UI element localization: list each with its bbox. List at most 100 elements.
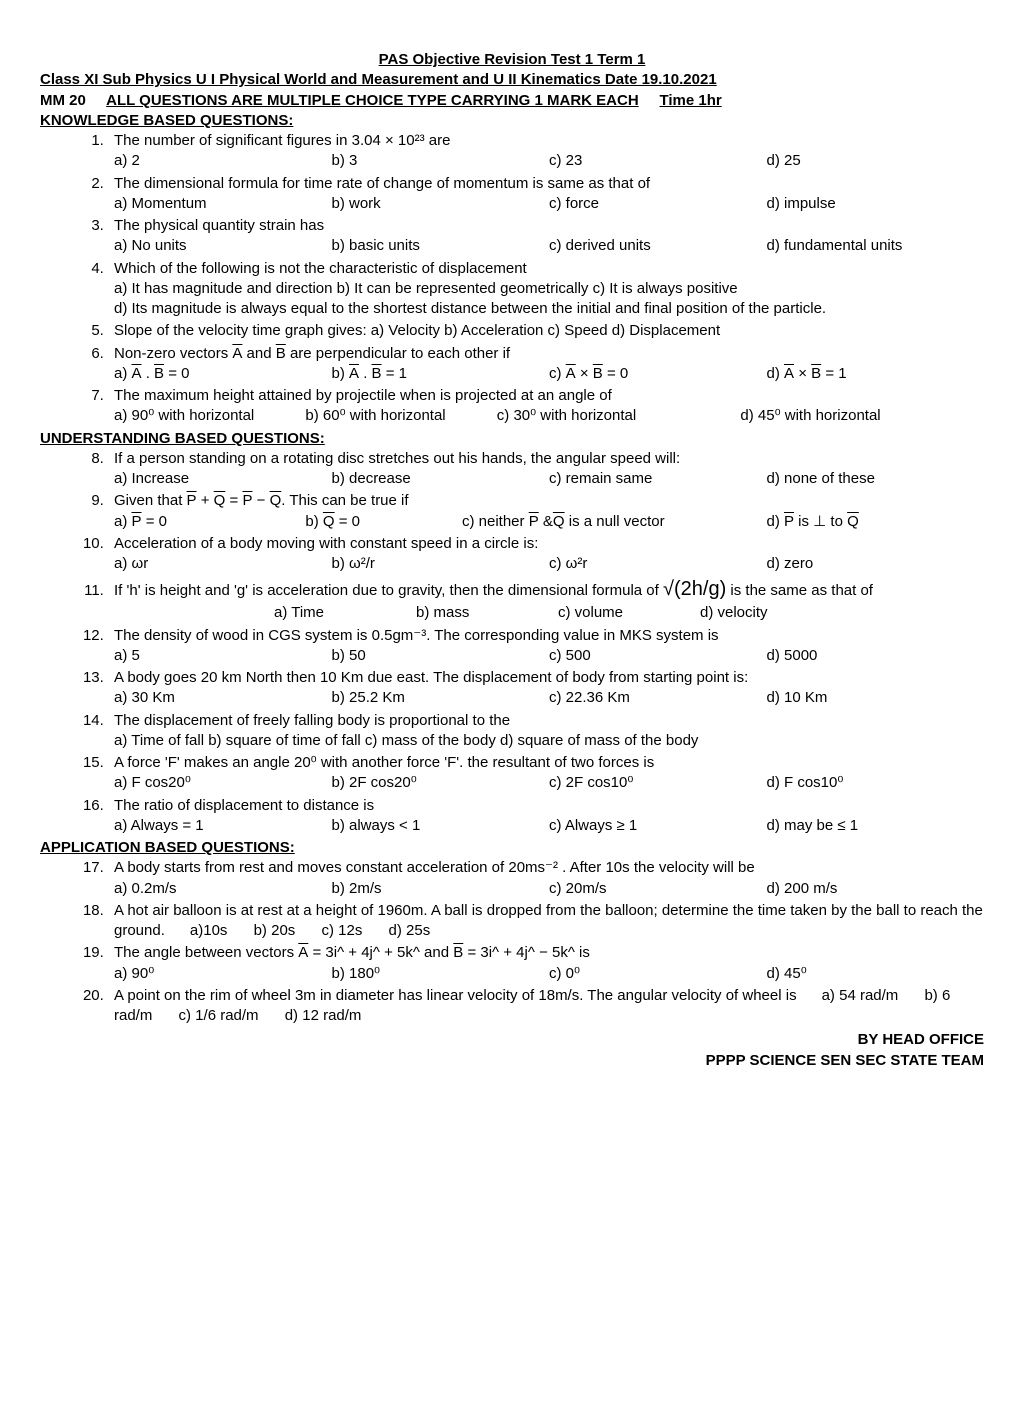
- q16-d: d) may be ≤ 1: [767, 816, 985, 836]
- q14-text: The displacement of freely falling body …: [114, 712, 510, 729]
- mm-time-line: MM 20 ALL QUESTIONS ARE MULTIPLE CHOICE …: [40, 91, 984, 111]
- q17-d: d) 200 m/s: [767, 879, 985, 899]
- q13-d: d) 10 Km: [767, 688, 985, 708]
- instruction-text: ALL QUESTIONS ARE MULTIPLE CHOICE TYPE C…: [106, 92, 639, 109]
- q1-a: a) 2: [114, 151, 332, 171]
- q20-c: c) 1/6 rad/m: [179, 1007, 259, 1024]
- q6-c: c) A × B = 0: [549, 364, 767, 384]
- q3: The physical quantity strain has a) No u…: [108, 216, 984, 257]
- q17-text: A body starts from rest and moves consta…: [114, 859, 755, 876]
- q15-a: a) F cos20⁰: [114, 773, 332, 793]
- q6-a: a) A . B = 0: [114, 364, 332, 384]
- q7-d: d) 45⁰ with horizontal: [740, 406, 984, 426]
- q6: Non-zero vectors A and B are perpendicul…: [108, 344, 984, 385]
- q12-c: c) 500: [549, 646, 767, 666]
- q20: A point on the rim of wheel 3m in diamet…: [108, 986, 984, 1027]
- q16-c: c) Always ≥ 1: [549, 816, 767, 836]
- q9-c: c) neither P &Q is a null vector: [462, 512, 767, 532]
- main-title: PAS Objective Revision Test 1 Term 1: [379, 51, 646, 68]
- q6-b: b) A . B = 1: [332, 364, 550, 384]
- q8: If a person standing on a rotating disc …: [108, 449, 984, 490]
- q5-full: Slope of the velocity time graph gives: …: [114, 322, 720, 339]
- q18: A hot air balloon is at rest at a height…: [108, 901, 984, 942]
- q20-text: A point on the rim of wheel 3m in diamet…: [114, 987, 797, 1004]
- q8-d: d) none of these: [767, 469, 985, 489]
- q12-b: b) 50: [332, 646, 550, 666]
- q11-d: d) velocity: [700, 603, 842, 623]
- q19-a: a) 90⁰: [114, 964, 332, 984]
- section-understanding: UNDERSTANDING BASED QUESTIONS:: [40, 430, 325, 447]
- q8-c: c) remain same: [549, 469, 767, 489]
- q10-c: c) ω²r: [549, 554, 767, 574]
- q3-b: b) basic units: [332, 236, 550, 256]
- q10-text: Acceleration of a body moving with const…: [114, 535, 538, 552]
- q4: Which of the following is not the charac…: [108, 259, 984, 320]
- q4-opts-2: d) Its magnitude is always equal to the …: [114, 300, 826, 317]
- q13-a: a) 30 Km: [114, 688, 332, 708]
- q20-d: d) 12 rad/m: [285, 1007, 362, 1024]
- q15-b: b) 2F cos20⁰: [332, 773, 550, 793]
- q12-text: The density of wood in CGS system is 0.5…: [114, 627, 719, 644]
- q19: The angle between vectors A = 3i^ + 4j^ …: [108, 943, 984, 984]
- q7-text: The maximum height attained by projectil…: [114, 387, 612, 404]
- q12-d: d) 5000: [767, 646, 985, 666]
- q11-a: a) Time: [274, 603, 416, 623]
- q10-d: d) zero: [767, 554, 985, 574]
- q18-d: d) 25s: [389, 922, 431, 939]
- q8-text: If a person standing on a rotating disc …: [114, 450, 680, 467]
- q17: A body starts from rest and moves consta…: [108, 858, 984, 899]
- q4-opts-1: a) It has magnitude and direction b) It …: [114, 280, 738, 297]
- q10: Acceleration of a body moving with const…: [108, 534, 984, 575]
- q10-a: a) ωr: [114, 554, 332, 574]
- footer-line-1: BY HEAD OFFICE: [40, 1030, 984, 1050]
- q18-b: b) 20s: [254, 922, 296, 939]
- q13-b: b) 25.2 Km: [332, 688, 550, 708]
- q17-c: c) 20m/s: [549, 879, 767, 899]
- q14: The displacement of freely falling body …: [108, 711, 984, 752]
- q15: A force 'F' makes an angle 20⁰ with anot…: [108, 753, 984, 794]
- q2-d: d) impulse: [767, 194, 985, 214]
- q16: The ratio of displacement to distance is…: [108, 796, 984, 837]
- q5: Slope of the velocity time graph gives: …: [108, 321, 984, 341]
- q10-b: b) ω²/r: [332, 554, 550, 574]
- q8-a: a) Increase: [114, 469, 332, 489]
- q9-text: Given that P + Q = P − Q. This can be tr…: [114, 492, 409, 509]
- section-application: APPLICATION BASED QUESTIONS:: [40, 839, 295, 856]
- q11-text: If 'h' is height and 'g' is acceleration…: [114, 582, 873, 599]
- q3-d: d) fundamental units: [767, 236, 985, 256]
- q2-b: b) work: [332, 194, 550, 214]
- q11: If 'h' is height and 'g' is acceleration…: [108, 576, 984, 623]
- sub-title: Class XI Sub Physics U I Physical World …: [40, 71, 717, 88]
- q2-text: The dimensional formula for time rate of…: [114, 175, 650, 192]
- q2-c: c) force: [549, 194, 767, 214]
- q7-b: b) 60⁰ with horizontal: [305, 406, 496, 426]
- q11-b: b) mass: [416, 603, 558, 623]
- q15-d: d) F cos10⁰: [767, 773, 985, 793]
- q9-d: d) P is ⊥ to Q: [766, 512, 984, 532]
- q3-text: The physical quantity strain has: [114, 217, 324, 234]
- q1: The number of significant figures in 3.0…: [108, 131, 984, 172]
- q19-b: b) 180⁰: [332, 964, 550, 984]
- q16-a: a) Always = 1: [114, 816, 332, 836]
- q11-c: c) volume: [558, 603, 700, 623]
- q9-b: b) Q = 0: [305, 512, 462, 532]
- q8-b: b) decrease: [332, 469, 550, 489]
- q19-text: The angle between vectors A = 3i^ + 4j^ …: [114, 944, 590, 961]
- q9-a: a) P = 0: [114, 512, 305, 532]
- q18-c: c) 12s: [321, 922, 362, 939]
- section-knowledge: KNOWLEDGE BASED QUESTIONS:: [40, 112, 293, 129]
- q16-text: The ratio of displacement to distance is: [114, 797, 374, 814]
- q13: A body goes 20 km North then 10 Km due e…: [108, 668, 984, 709]
- q12: The density of wood in CGS system is 0.5…: [108, 626, 984, 667]
- q3-a: a) No units: [114, 236, 332, 256]
- q17-b: b) 2m/s: [332, 879, 550, 899]
- q18-a: a)10s: [190, 922, 228, 939]
- q14-opts: a) Time of fall b) square of time of fal…: [114, 732, 698, 749]
- q1-d: d) 25: [767, 151, 985, 171]
- q4-text: Which of the following is not the charac…: [114, 260, 527, 277]
- q2-a: a) Momentum: [114, 194, 332, 214]
- q7-a: a) 90⁰ with horizontal: [114, 406, 305, 426]
- q12-a: a) 5: [114, 646, 332, 666]
- q1-b: b) 3: [332, 151, 550, 171]
- q19-c: c) 0⁰: [549, 964, 767, 984]
